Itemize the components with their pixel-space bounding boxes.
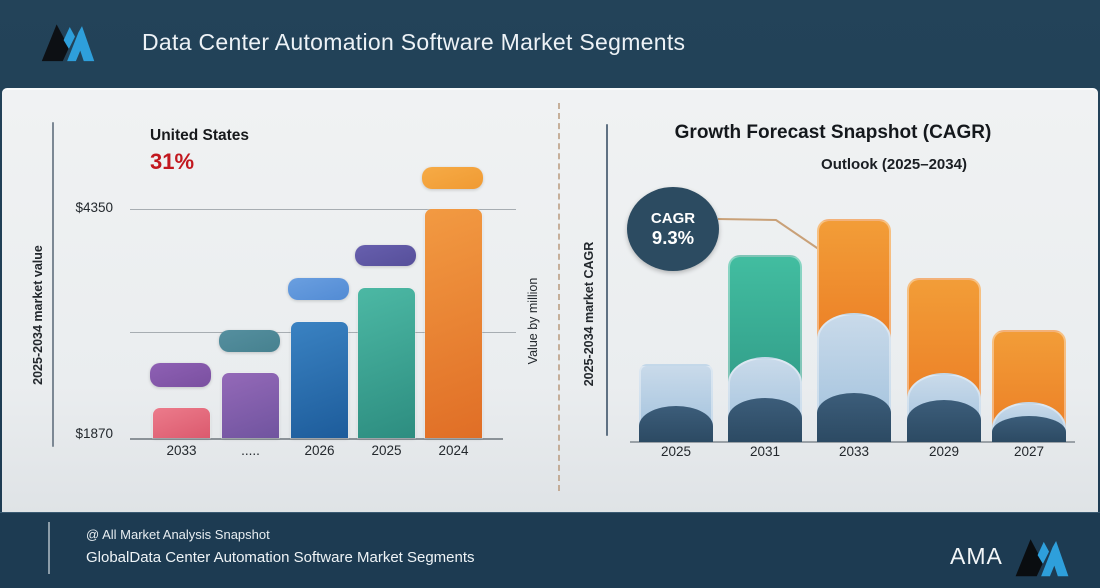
value-by-million-label: Value by million xyxy=(526,277,540,365)
x-tick-label: 2026 xyxy=(304,443,335,458)
ama-logo-icon xyxy=(1015,539,1069,577)
x-tick-label: 2025 xyxy=(371,443,402,458)
right-chart-subtitle: Outlook (2025–2034) xyxy=(821,156,967,173)
left-y-axis-label: 2025-2034 market value xyxy=(31,245,45,385)
cagr-badge: CAGR 9.3% xyxy=(627,187,719,271)
bar-base-2033 xyxy=(817,393,891,442)
bar-cap-2024 xyxy=(422,166,483,189)
bar-base-2025 xyxy=(639,406,713,442)
x-tick-label: 2029 xyxy=(928,444,960,459)
x-tick-label: 2025 xyxy=(660,444,692,459)
bar-2025 xyxy=(358,288,415,438)
footer-caption: GlobalData Center Automation Software Ma… xyxy=(86,549,475,566)
x-tick-label: ..... xyxy=(241,443,260,458)
left-chart-title: United States xyxy=(150,127,250,144)
bar-cap-2033 xyxy=(150,363,211,388)
bar-2024 xyxy=(425,209,482,438)
x-tick-label: 2033 xyxy=(166,443,197,458)
bar-2033 xyxy=(153,407,210,438)
x-tick-label: 2031 xyxy=(749,444,781,459)
bar-2026 xyxy=(291,321,348,438)
footer-rule xyxy=(48,522,50,574)
right-y-axis-line xyxy=(606,124,608,436)
footer-brand-text: AMA xyxy=(950,542,1003,569)
footer-brand: AMA xyxy=(950,534,1071,578)
cagr-badge-label: CAGR xyxy=(650,209,696,227)
x-tick-label: 2027 xyxy=(1013,444,1045,459)
right-chart-title: Growth Forecast Snapshot (CAGR) xyxy=(674,122,992,143)
header: Data Center Automation Software Market S… xyxy=(0,0,1100,88)
bar-..... xyxy=(222,373,279,438)
footer-note: @ All Market Analysis Snapshot xyxy=(86,527,270,542)
panel-divider xyxy=(558,103,560,491)
cagr-badge-value: 9.3% xyxy=(651,226,695,248)
bar-base-2029 xyxy=(907,400,981,442)
bar-cap-..... xyxy=(219,329,280,353)
left-y-axis-line xyxy=(52,122,54,447)
bar-base-2031 xyxy=(728,398,802,442)
bar-base-2027 xyxy=(992,416,1066,442)
right-y-axis-label: 2025-2034 market CAGR xyxy=(582,241,596,387)
right-x-axis-line xyxy=(630,441,1075,443)
y-tick-bottom: $1870 xyxy=(75,426,113,441)
bar-cap-2025 xyxy=(355,245,416,267)
left-x-axis-line xyxy=(130,438,503,440)
bar-cap-2026 xyxy=(288,278,349,301)
x-tick-label: 2033 xyxy=(838,444,870,459)
page-title: Data Center Automation Software Market S… xyxy=(142,29,686,55)
gridline-4350 xyxy=(130,209,516,210)
y-tick-top: $4350 xyxy=(75,200,113,215)
ama-logo-icon xyxy=(41,24,95,62)
footer: @ All Market Analysis Snapshot GlobalDat… xyxy=(0,512,1100,588)
left-chart-highlight-value: 31% xyxy=(150,149,195,174)
x-tick-label: 2024 xyxy=(438,443,469,458)
